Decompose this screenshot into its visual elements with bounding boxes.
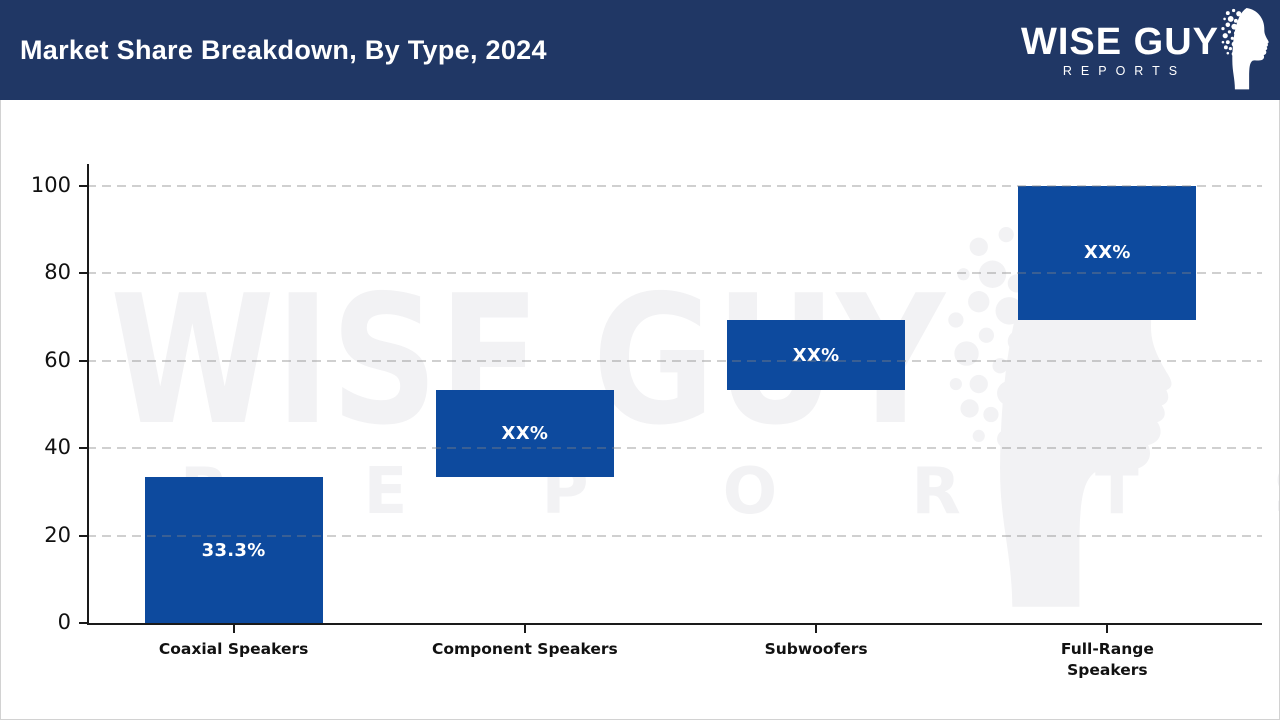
frame-border-left: [0, 100, 1, 720]
x-tick-mark: [232, 625, 235, 633]
logo-brand-subtitle: REPORTS: [1062, 63, 1187, 78]
y-tick-label: 40: [44, 435, 71, 459]
y-tick-label: 0: [57, 610, 71, 634]
x-tick-mark: [1106, 625, 1109, 633]
y-tick-label: 20: [44, 522, 71, 547]
bar-component-speakers: XX%: [435, 389, 614, 478]
y-tick-mark: [79, 359, 87, 362]
x-tick-label: Full-Range Speakers: [1060, 640, 1154, 679]
grid-line: [87, 184, 1262, 187]
bar-value-label: 33.3%: [201, 539, 266, 561]
bar-full-range-speakers: XX%: [1018, 185, 1197, 321]
y-tick-label: 80: [44, 260, 71, 284]
logo-brand-name: WISE GUY: [1020, 20, 1219, 63]
bar-value-label: XX%: [1084, 242, 1131, 264]
logo-face-icon: [1221, 7, 1269, 90]
y-tick-mark: [79, 447, 87, 449]
x-tick-label: Coaxial Speakers: [158, 640, 309, 658]
logo-text: WISE GUY REPORTS: [1021, 23, 1219, 78]
bar-subwoofers: XX%: [727, 320, 906, 390]
y-tick-mark: [79, 272, 87, 274]
grid-line: [87, 534, 1262, 537]
bar-value-label: XX%: [501, 423, 549, 445]
x-tick-mark: [523, 625, 526, 633]
y-axis-spine: [87, 164, 89, 625]
grid-line: [87, 272, 1262, 274]
y-tick-label: 60: [44, 347, 71, 372]
y-tick-label: 100: [30, 172, 71, 197]
grid-line: [87, 447, 1262, 449]
logo: WISE GUY REPORTS: [1021, 7, 1280, 90]
x-tick-label: Component Speakers: [431, 640, 618, 658]
bar-coaxial-speakers: 33.3%: [144, 477, 323, 623]
page-title: Market Share Breakdown, By Type, 2024: [20, 34, 547, 65]
y-tick-mark: [79, 534, 87, 537]
x-axis-spine: [87, 623, 1262, 625]
y-tick-mark: [79, 184, 87, 187]
bar-value-label: XX%: [792, 344, 840, 366]
grid-line: [87, 359, 1262, 362]
header: Market Share Breakdown, By Type, 2024 WI…: [0, 0, 1280, 100]
y-tick-mark: [79, 622, 87, 624]
x-tick-mark: [815, 625, 818, 633]
x-tick-label: Subwoofers: [764, 640, 868, 658]
